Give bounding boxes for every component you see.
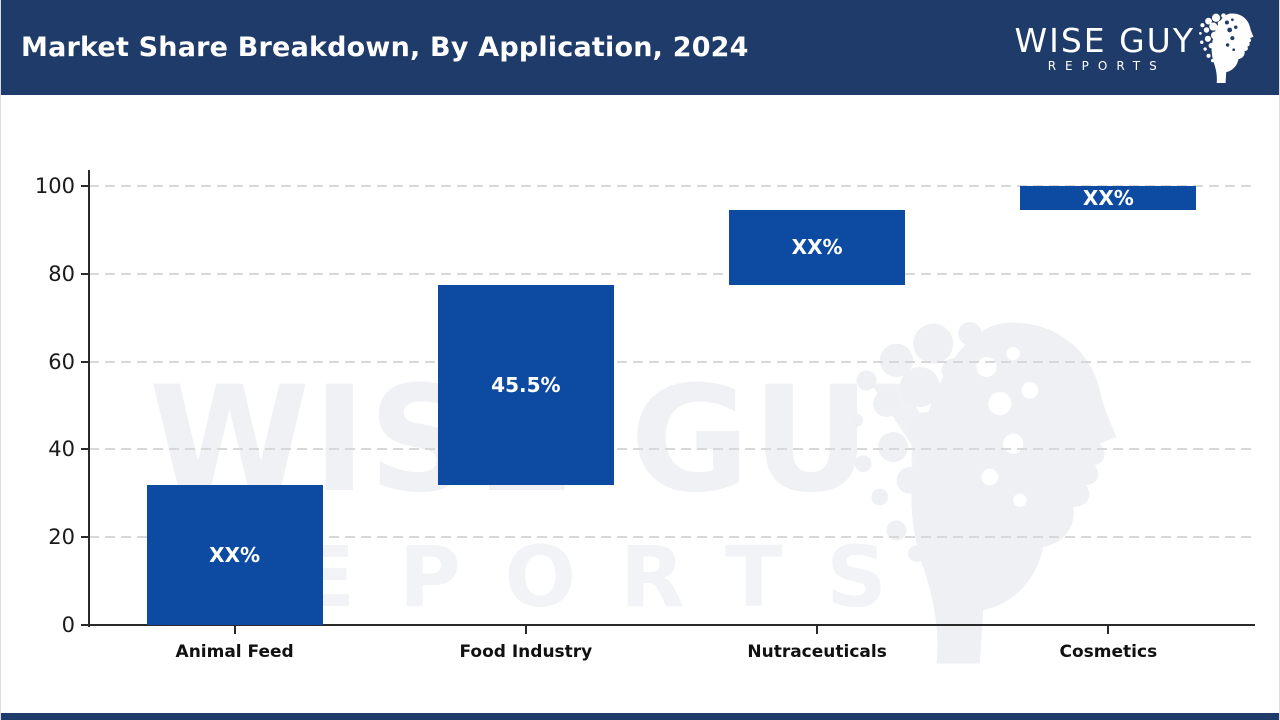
gridline — [89, 536, 1253, 539]
x-tick — [233, 626, 236, 634]
footer-bar — [1, 713, 1279, 720]
y-tick — [81, 360, 89, 363]
bar-segment: XX% — [1020, 186, 1197, 211]
y-tick — [81, 624, 89, 626]
y-tick — [81, 272, 89, 275]
gridline — [89, 360, 1253, 363]
chart-area: WISE GUY REPORTS 0 20 40 60 80 100 XX% 45.5% XX%… — [1, 95, 1279, 713]
y-axis-line — [88, 170, 90, 627]
bar-segment: XX% — [729, 210, 906, 285]
x-axis-line — [88, 624, 1255, 626]
watermark-face-icon — [849, 322, 1117, 664]
x-category-label: Animal Feed — [175, 642, 294, 662]
wiseguy-logo: WISE GUY REPORTS — [1014, 10, 1265, 86]
y-tick — [81, 448, 89, 451]
page-title: Market Share Breakdown, By Application, … — [21, 32, 749, 63]
x-tick — [816, 626, 819, 634]
x-category-label: Nutraceuticals — [747, 642, 887, 662]
x-category-label: Food Industry — [459, 642, 593, 662]
x-tick — [524, 626, 527, 634]
bar-value-label: 45.5% — [491, 372, 561, 397]
bar-value-label: XX% — [1082, 186, 1134, 211]
logo-word-wiseguy: WISE GUY — [1014, 20, 1195, 60]
y-tick — [81, 185, 89, 187]
y-tick-label: 80 — [48, 261, 75, 286]
y-tick-label: 0 — [61, 613, 75, 637]
logo-word-reports: REPORTS — [1047, 58, 1166, 73]
y-tick-label: 60 — [48, 349, 75, 374]
bar-value-label: XX% — [209, 542, 261, 567]
y-tick-label: 40 — [48, 437, 75, 462]
bar-segment: 45.5% — [437, 284, 614, 485]
y-tick — [81, 536, 89, 539]
bar-value-label: XX% — [791, 235, 843, 260]
y-tick-label: 100 — [34, 174, 75, 198]
y-tick-label: 20 — [48, 525, 75, 550]
x-tick — [1107, 626, 1110, 634]
logo-wordmark: WISE GUY REPORTS — [1014, 24, 1195, 72]
gridline — [89, 185, 1253, 187]
logo-face-icon — [1199, 12, 1254, 83]
gridline — [89, 272, 1253, 275]
gridline — [89, 448, 1253, 451]
bar-segment: XX% — [146, 484, 323, 625]
header: Market Share Breakdown, By Application, … — [1, 0, 1279, 95]
x-category-label: Cosmetics — [1059, 642, 1158, 662]
